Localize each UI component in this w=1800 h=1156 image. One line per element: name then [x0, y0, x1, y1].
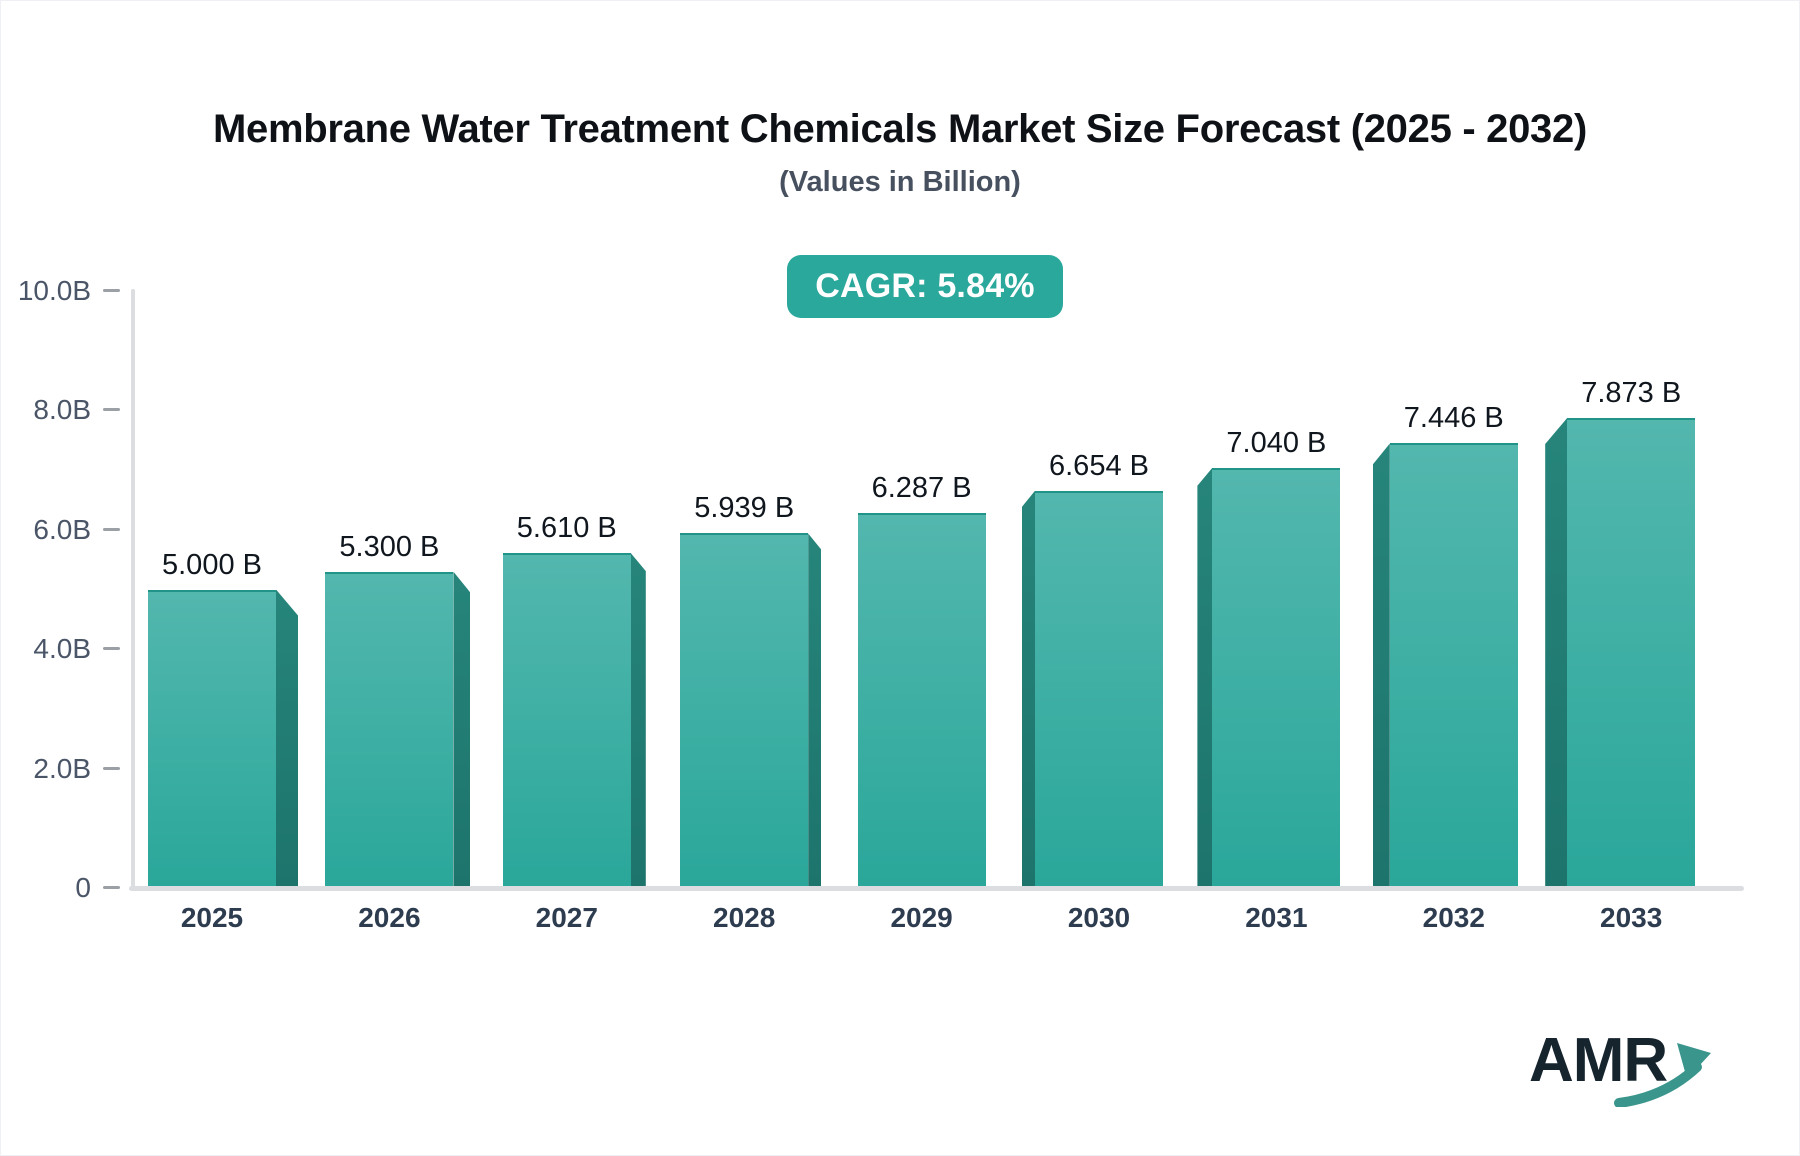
y-axis-line: [131, 289, 135, 890]
x-axis-category-label: 2031: [1245, 902, 1308, 933]
bar-2029: [857, 512, 986, 888]
x-axis-category-label: 2026: [358, 902, 421, 933]
chart-subtitle: (Values in Billion): [779, 166, 1021, 198]
bar-3d-side-face: [1372, 443, 1390, 888]
cagr-badge-label: CAGR: 5.84%: [815, 267, 1035, 305]
y-axis-tick-mark: [103, 647, 120, 651]
y-axis-tick-mark: [103, 886, 120, 889]
bar-3d-side-face: [808, 533, 822, 888]
y-axis-tick-label: 2.0B: [33, 752, 91, 784]
y-axis-tick-label: 8.0B: [33, 394, 91, 426]
bar-2027: [502, 553, 631, 888]
bar-value-label: 6.287 B: [871, 471, 972, 504]
chart-title: Membrane Water Treatment Chemicals Marke…: [213, 107, 1587, 151]
y-axis-tick-label: 10.0B: [17, 275, 91, 306]
y-axis-tick-label: 0: [75, 872, 91, 903]
y-axis-tick-label: 6.0B: [33, 513, 91, 545]
x-axis-category-label: 2032: [1422, 902, 1485, 933]
bar-3d-side-face: [453, 571, 471, 888]
amr-logo: AMR: [1529, 1029, 1719, 1109]
bar-value-label: 6.654 B: [1049, 449, 1149, 482]
x-axis-category-label: 2025: [180, 902, 244, 933]
bar-value-label: 5.610 B: [516, 512, 617, 545]
bar-2026: [325, 571, 454, 888]
bar-3d-side-face: [1197, 467, 1213, 888]
x-axis-category-label: 2029: [890, 902, 953, 933]
bar-value-label: 5.300 B: [339, 530, 440, 563]
cagr-badge: CAGR: 5.84%: [787, 255, 1063, 318]
y-axis-tick-mark: [103, 766, 120, 770]
bar-2030: [1035, 490, 1163, 888]
bar-2032: [1389, 443, 1518, 888]
bar-value-label: 7.040 B: [1226, 426, 1327, 459]
bar-3d-side-face: [1545, 417, 1568, 888]
x-axis-line: [129, 886, 1744, 891]
y-axis-tick-mark: [103, 527, 120, 531]
x-axis-category-label: 2028: [713, 902, 776, 933]
bar-3d-side-face: [630, 553, 646, 888]
x-axis-category-label: 2027: [535, 902, 598, 933]
y-axis-tick-label: 4.0B: [33, 633, 91, 665]
bar-2031: [1212, 467, 1341, 888]
x-axis-category-label: 2033: [1600, 902, 1663, 933]
bar-3d-side-face: [276, 589, 298, 888]
bar-2033: [1567, 417, 1696, 888]
growth-arrow-icon: [1614, 1043, 1711, 1107]
bar-value-label: 7.446 B: [1403, 402, 1504, 435]
amr-logo-text: AMR: [1529, 1026, 1668, 1095]
bar-2025: [148, 589, 276, 888]
bar-3d-side-face: [1022, 490, 1035, 888]
x-axis-category-label: 2030: [1067, 902, 1131, 933]
bar-value-label: 5.000 B: [162, 548, 262, 581]
y-axis-tick-mark: [103, 408, 120, 412]
bar-value-label: 5.939 B: [694, 492, 795, 525]
bar-value-label: 7.873 B: [1581, 376, 1682, 409]
bar-2028: [680, 533, 809, 888]
y-axis-tick-mark: [103, 289, 120, 292]
